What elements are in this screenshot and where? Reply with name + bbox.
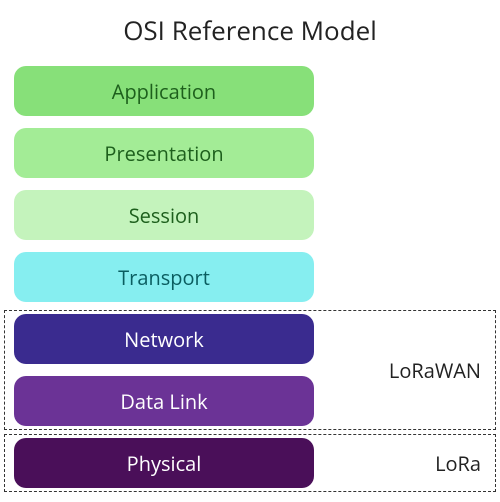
layer-presentation: Presentation: [14, 128, 314, 178]
group-lora-label: LoRa: [435, 450, 481, 477]
layer-transport: Transport: [14, 252, 314, 302]
layer-network: Network: [14, 314, 314, 364]
layer-datalink: Data Link: [14, 376, 314, 426]
osi-stack: Application Presentation Session Transpo…: [0, 66, 500, 488]
group-lorawan-label: LoRaWAN: [389, 357, 481, 384]
diagram-title: OSI Reference Model: [0, 12, 500, 48]
layer-physical: Physical: [14, 438, 314, 488]
layer-session: Session: [14, 190, 314, 240]
layer-application: Application: [14, 66, 314, 116]
